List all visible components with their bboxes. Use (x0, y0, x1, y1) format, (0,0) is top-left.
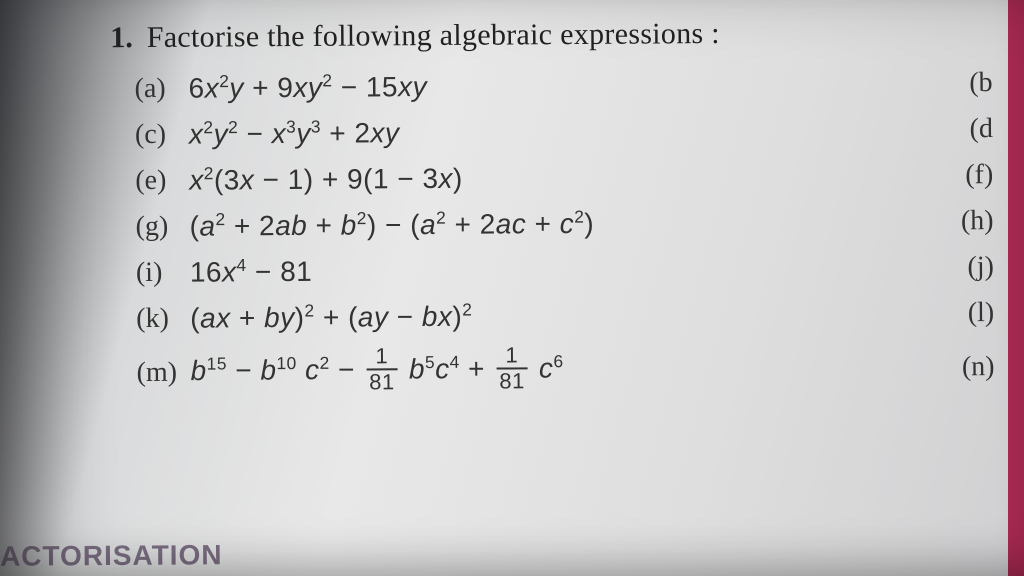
right-label: (d (969, 113, 995, 145)
item-label: (i) (136, 257, 190, 289)
item-row: (a) 6x2y + 9xy2 − 15xy (b (135, 67, 995, 105)
item-expression: b15 − b10 c2 − 181 b5c4 + 181 c6 (190, 346, 563, 397)
item-label: (g) (135, 211, 189, 243)
item-left: (k) (ax + by)2 + (ay − bx)2 (136, 301, 472, 335)
item-left: (m) b15 − b10 c2 − 181 b5c4 + 181 c6 (136, 346, 563, 397)
right-margin-strip (1008, 0, 1024, 576)
item-row: (i) 16x4 − 81 (j) (136, 251, 996, 289)
item-row: (e) x2(3x − 1) + 9(1 − 3x) (f) (135, 159, 995, 197)
item-row: (k) (ax + by)2 + (ay − bx)2 (l) (136, 297, 996, 335)
item-left: (c) x2y2 − x3y3 + 2xy (135, 117, 400, 151)
item-left: (a) 6x2y + 9xy2 − 15xy (135, 71, 428, 105)
item-label: (c) (135, 119, 189, 151)
item-expression: 16x4 − 81 (190, 256, 313, 289)
item-row: (c) x2y2 − x3y3 + 2xy (d (135, 113, 995, 151)
right-label: (h) (961, 205, 996, 237)
page: 1. Factorise the following algebraic exp… (0, 0, 1024, 576)
item-left: (i) 16x4 − 81 (136, 256, 313, 289)
item-left: (e) x2(3x − 1) + 9(1 − 3x) (135, 163, 463, 197)
item-left: (g) (a2 + 2ab + b2) − (a2 + 2ac + c2) (135, 208, 594, 243)
item-label: (k) (136, 303, 190, 335)
item-expression: (a2 + 2ab + b2) − (a2 + 2ac + c2) (189, 208, 594, 243)
item-expression: x2y2 − x3y3 + 2xy (189, 117, 400, 150)
question-line: 1. Factorise the following algebraic exp… (110, 15, 994, 55)
item-expression: (ax + by)2 + (ay − bx)2 (190, 301, 472, 335)
item-row: (m) b15 − b10 c2 − 181 b5c4 + 181 c6 (n) (136, 343, 996, 397)
right-label: (n) (962, 351, 997, 383)
item-label: (a) (135, 73, 189, 105)
question-text: Factorise the following algebraic expres… (147, 17, 720, 55)
item-row: (g) (a2 + 2ab + b2) − (a2 + 2ac + c2) (h… (135, 205, 995, 243)
right-label: (j) (967, 251, 996, 283)
question-number: 1. (110, 21, 133, 55)
item-label: (m) (136, 357, 190, 389)
item-list: (a) 6x2y + 9xy2 − 15xy (b (c) x2y2 − x3y… (111, 67, 997, 397)
item-expression: x2(3x − 1) + 9(1 − 3x) (189, 163, 463, 197)
right-label: (l) (968, 297, 997, 329)
item-expression: 6x2y + 9xy2 − 15xy (189, 71, 428, 105)
item-label: (e) (135, 165, 189, 197)
right-label: (b (969, 67, 995, 99)
right-label: (f) (965, 159, 995, 191)
footer-text: ACTORISATION (0, 539, 223, 573)
